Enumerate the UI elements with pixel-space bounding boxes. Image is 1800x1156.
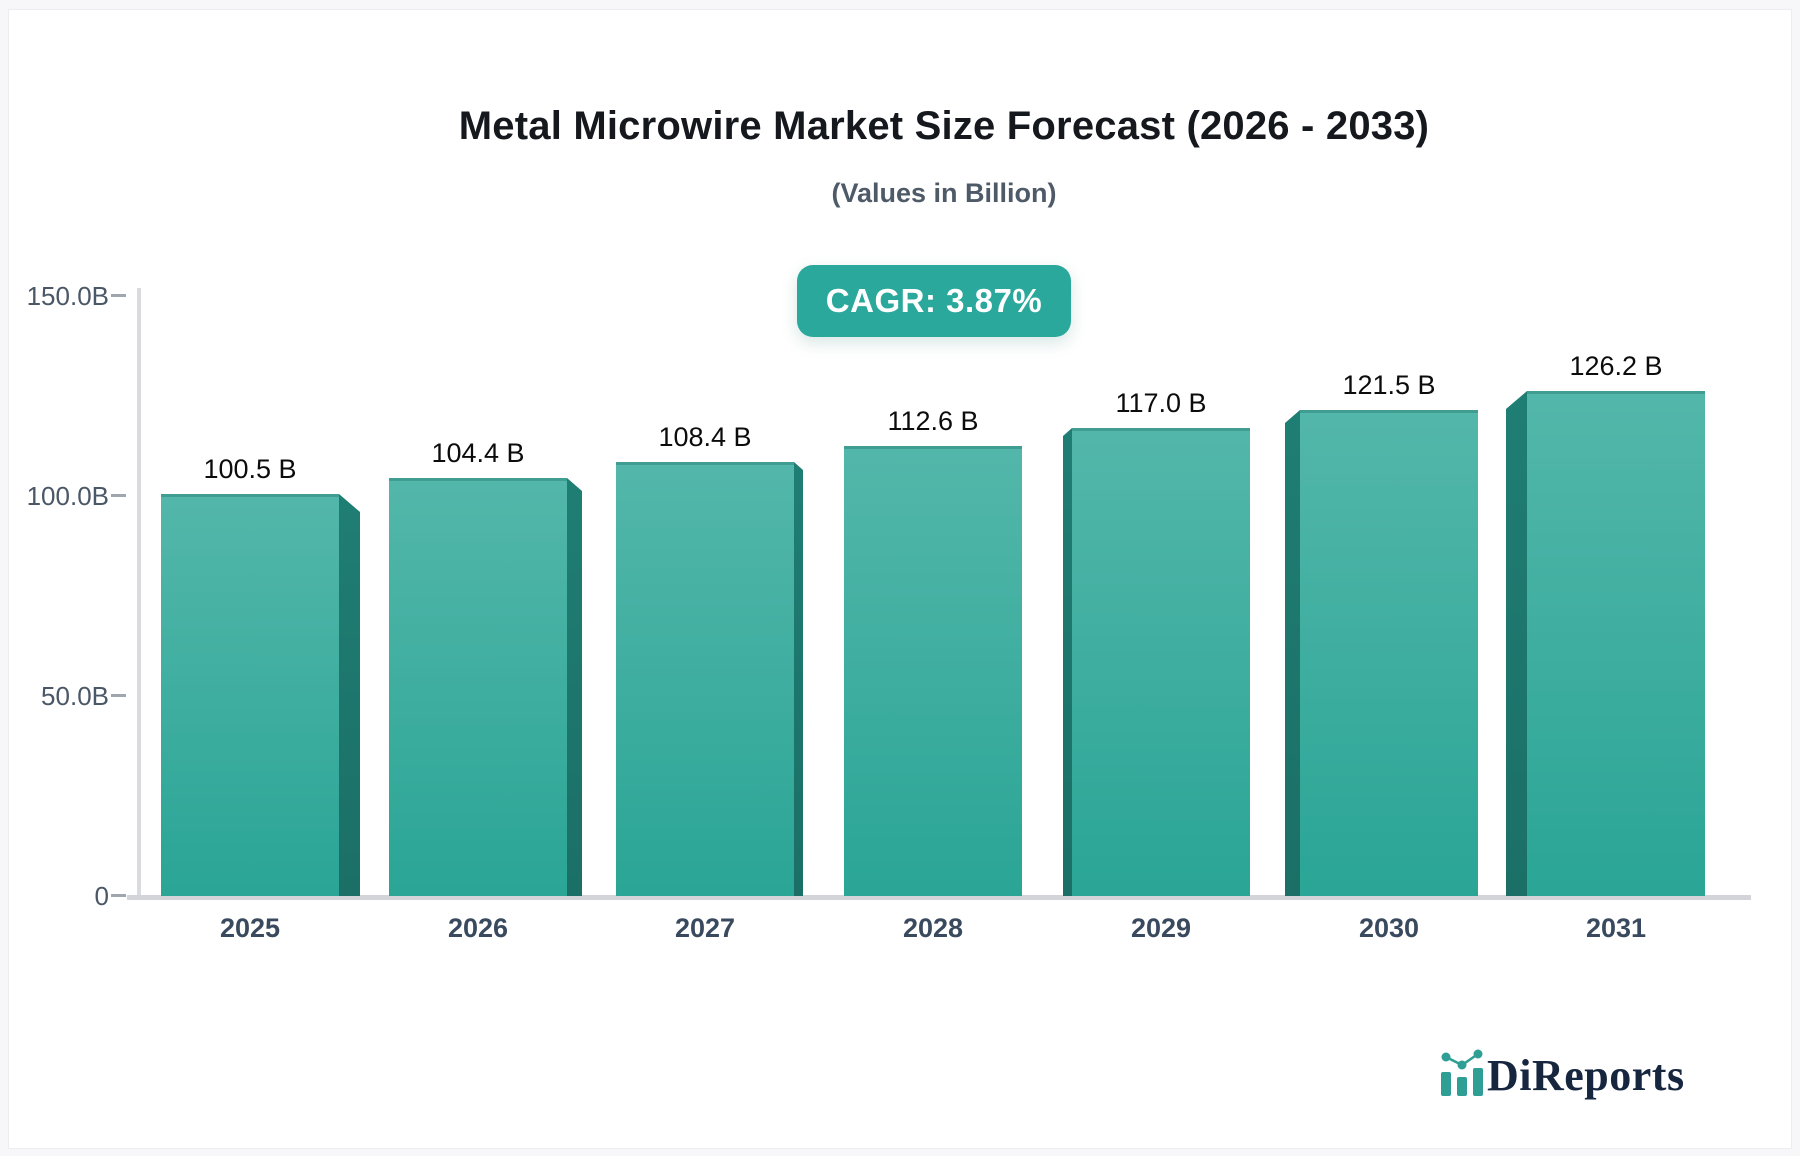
bar-value-label: 112.6 B: [887, 406, 979, 436]
bar-value-label: 121.5 B: [1342, 370, 1436, 400]
brand-name: DiReports: [1487, 1051, 1685, 1100]
brand-logo-icon: [1441, 1049, 1483, 1096]
y-axis-tick-label: 150.0B: [26, 281, 109, 311]
x-axis-line: [127, 895, 1751, 900]
bar-2025-side-face: [339, 494, 360, 896]
x-axis-category-label: 2028: [902, 913, 964, 943]
bar-2025: [161, 494, 339, 896]
bar-value-label: 104.4 B: [431, 438, 525, 468]
cagr-badge: CAGR: 3.87%: [797, 265, 1071, 337]
bar-value-label: 108.4 B: [658, 422, 752, 452]
bar-2031-side-face: [1506, 391, 1527, 896]
x-axis-category-label: 2025: [219, 913, 281, 943]
y-axis-tick-mark: [111, 494, 126, 497]
chart-card: Metal Microwire Market Size Forecast (20…: [8, 9, 1792, 1149]
bar-value-label: 126.2 B: [1569, 351, 1663, 381]
x-axis-category-label: 2026: [447, 913, 509, 943]
bar-2028: [844, 446, 1022, 896]
bar-2030: [1300, 410, 1478, 896]
x-axis-category-label: 2027: [674, 913, 736, 943]
bar-value-label: 100.5 B: [203, 454, 297, 484]
bar-value-label: 117.0 B: [1115, 388, 1207, 418]
y-axis-tick-label: 0: [94, 881, 109, 911]
bar-2029: [1072, 428, 1250, 896]
cagr-badge-label: CAGR: 3.87%: [825, 282, 1043, 319]
y-axis-tick-label: 50.0B: [41, 681, 109, 711]
y-axis-tick-mark: [111, 694, 126, 697]
x-axis-category-label: 2031: [1585, 913, 1647, 943]
y-axis-tick-label: 100.0B: [26, 481, 109, 511]
bar-2031: [1527, 391, 1705, 896]
bar-2026-side-face: [567, 478, 582, 896]
brand-logo: DiReports: [1439, 1048, 1759, 1118]
y-axis-tick-mark: [111, 894, 126, 897]
chart-title: Metal Microwire Market Size Forecast (20…: [458, 104, 1430, 148]
bar-2027: [616, 462, 794, 896]
chart-subtitle: (Values in Billion): [831, 178, 1057, 208]
bar-2027-side-face: [794, 462, 803, 896]
bar-2026: [389, 478, 567, 896]
x-axis-category-label: 2029: [1130, 913, 1192, 943]
y-axis-line: [137, 288, 141, 900]
x-axis-category-label: 2030: [1358, 913, 1420, 943]
bar-2030-side-face: [1285, 410, 1300, 896]
bar-2029-side-face: [1063, 428, 1072, 896]
y-axis-tick-mark: [111, 294, 126, 297]
